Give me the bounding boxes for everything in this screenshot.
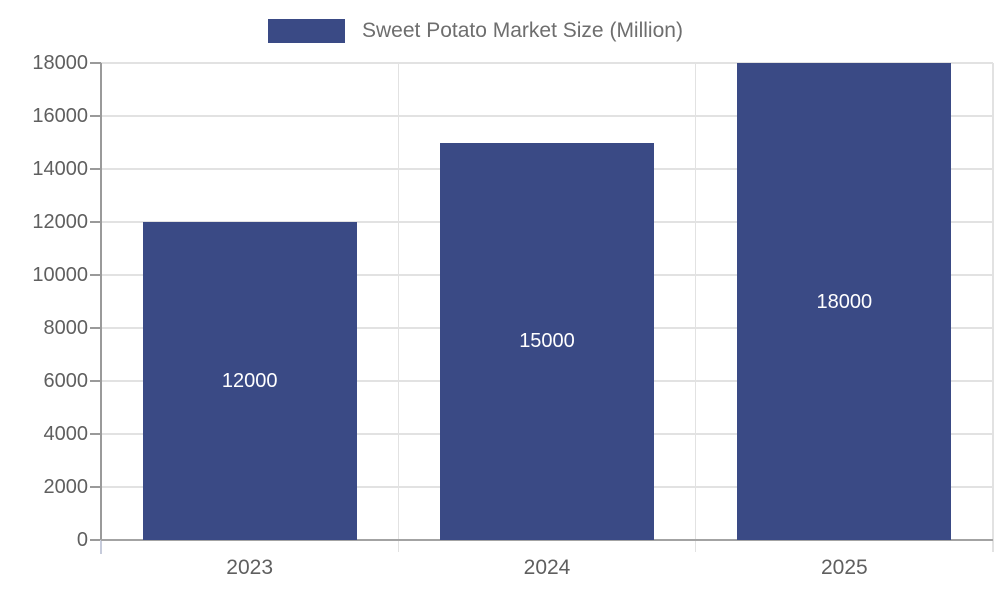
y-gridline [101,115,993,117]
x-gridline [397,63,400,540]
y-axis-label: 18000 [32,52,88,74]
x-axis-tick [100,540,102,554]
x-gridline [992,63,994,540]
y-axis-tick [90,380,101,382]
y-axis-label: 6000 [43,370,89,392]
x-axis-tick [694,540,697,552]
y-axis-tick [90,486,101,488]
x-axis-tick [397,540,400,552]
y-axis-label: 14000 [32,158,88,180]
x-gridline [694,63,697,540]
y-axis-label: 12000 [32,211,88,233]
legend-label: Sweet Potato Market Size (Million) [362,19,683,42]
y-axis-label: 10000 [32,264,88,286]
bar-2023 [143,222,357,540]
y-gridline [101,62,993,64]
y-axis-label: 4000 [43,423,89,445]
x-axis-label: 2024 [523,556,571,579]
y-axis-tick [90,327,101,329]
legend[interactable]: Sweet Potato Market Size (Million) [268,18,683,44]
y-axis-label: 16000 [32,105,88,127]
y-axis-tick [90,539,101,541]
y-axis-label: 8000 [43,317,89,339]
x-axis-line [101,539,993,541]
y-axis-tick [90,115,101,117]
x-axis-label: 2025 [820,556,868,579]
x-axis-label: 2023 [226,556,274,579]
bar-2024 [440,142,654,540]
bar-2025 [737,63,951,540]
x-axis-tick [992,540,994,552]
bar-value-label: 12000 [221,370,278,392]
y-axis-label: 0 [76,529,88,551]
y-axis-line [100,63,102,540]
y-axis-tick [90,168,101,170]
y-axis-tick [90,62,101,64]
bar-value-label: 18000 [816,290,873,313]
y-axis-tick [90,274,101,276]
y-axis-label: 2000 [43,476,89,498]
y-axis-tick [90,433,101,435]
y-axis-tick [90,221,101,223]
bar-value-label: 15000 [519,330,575,353]
legend-swatch-icon [268,19,345,43]
